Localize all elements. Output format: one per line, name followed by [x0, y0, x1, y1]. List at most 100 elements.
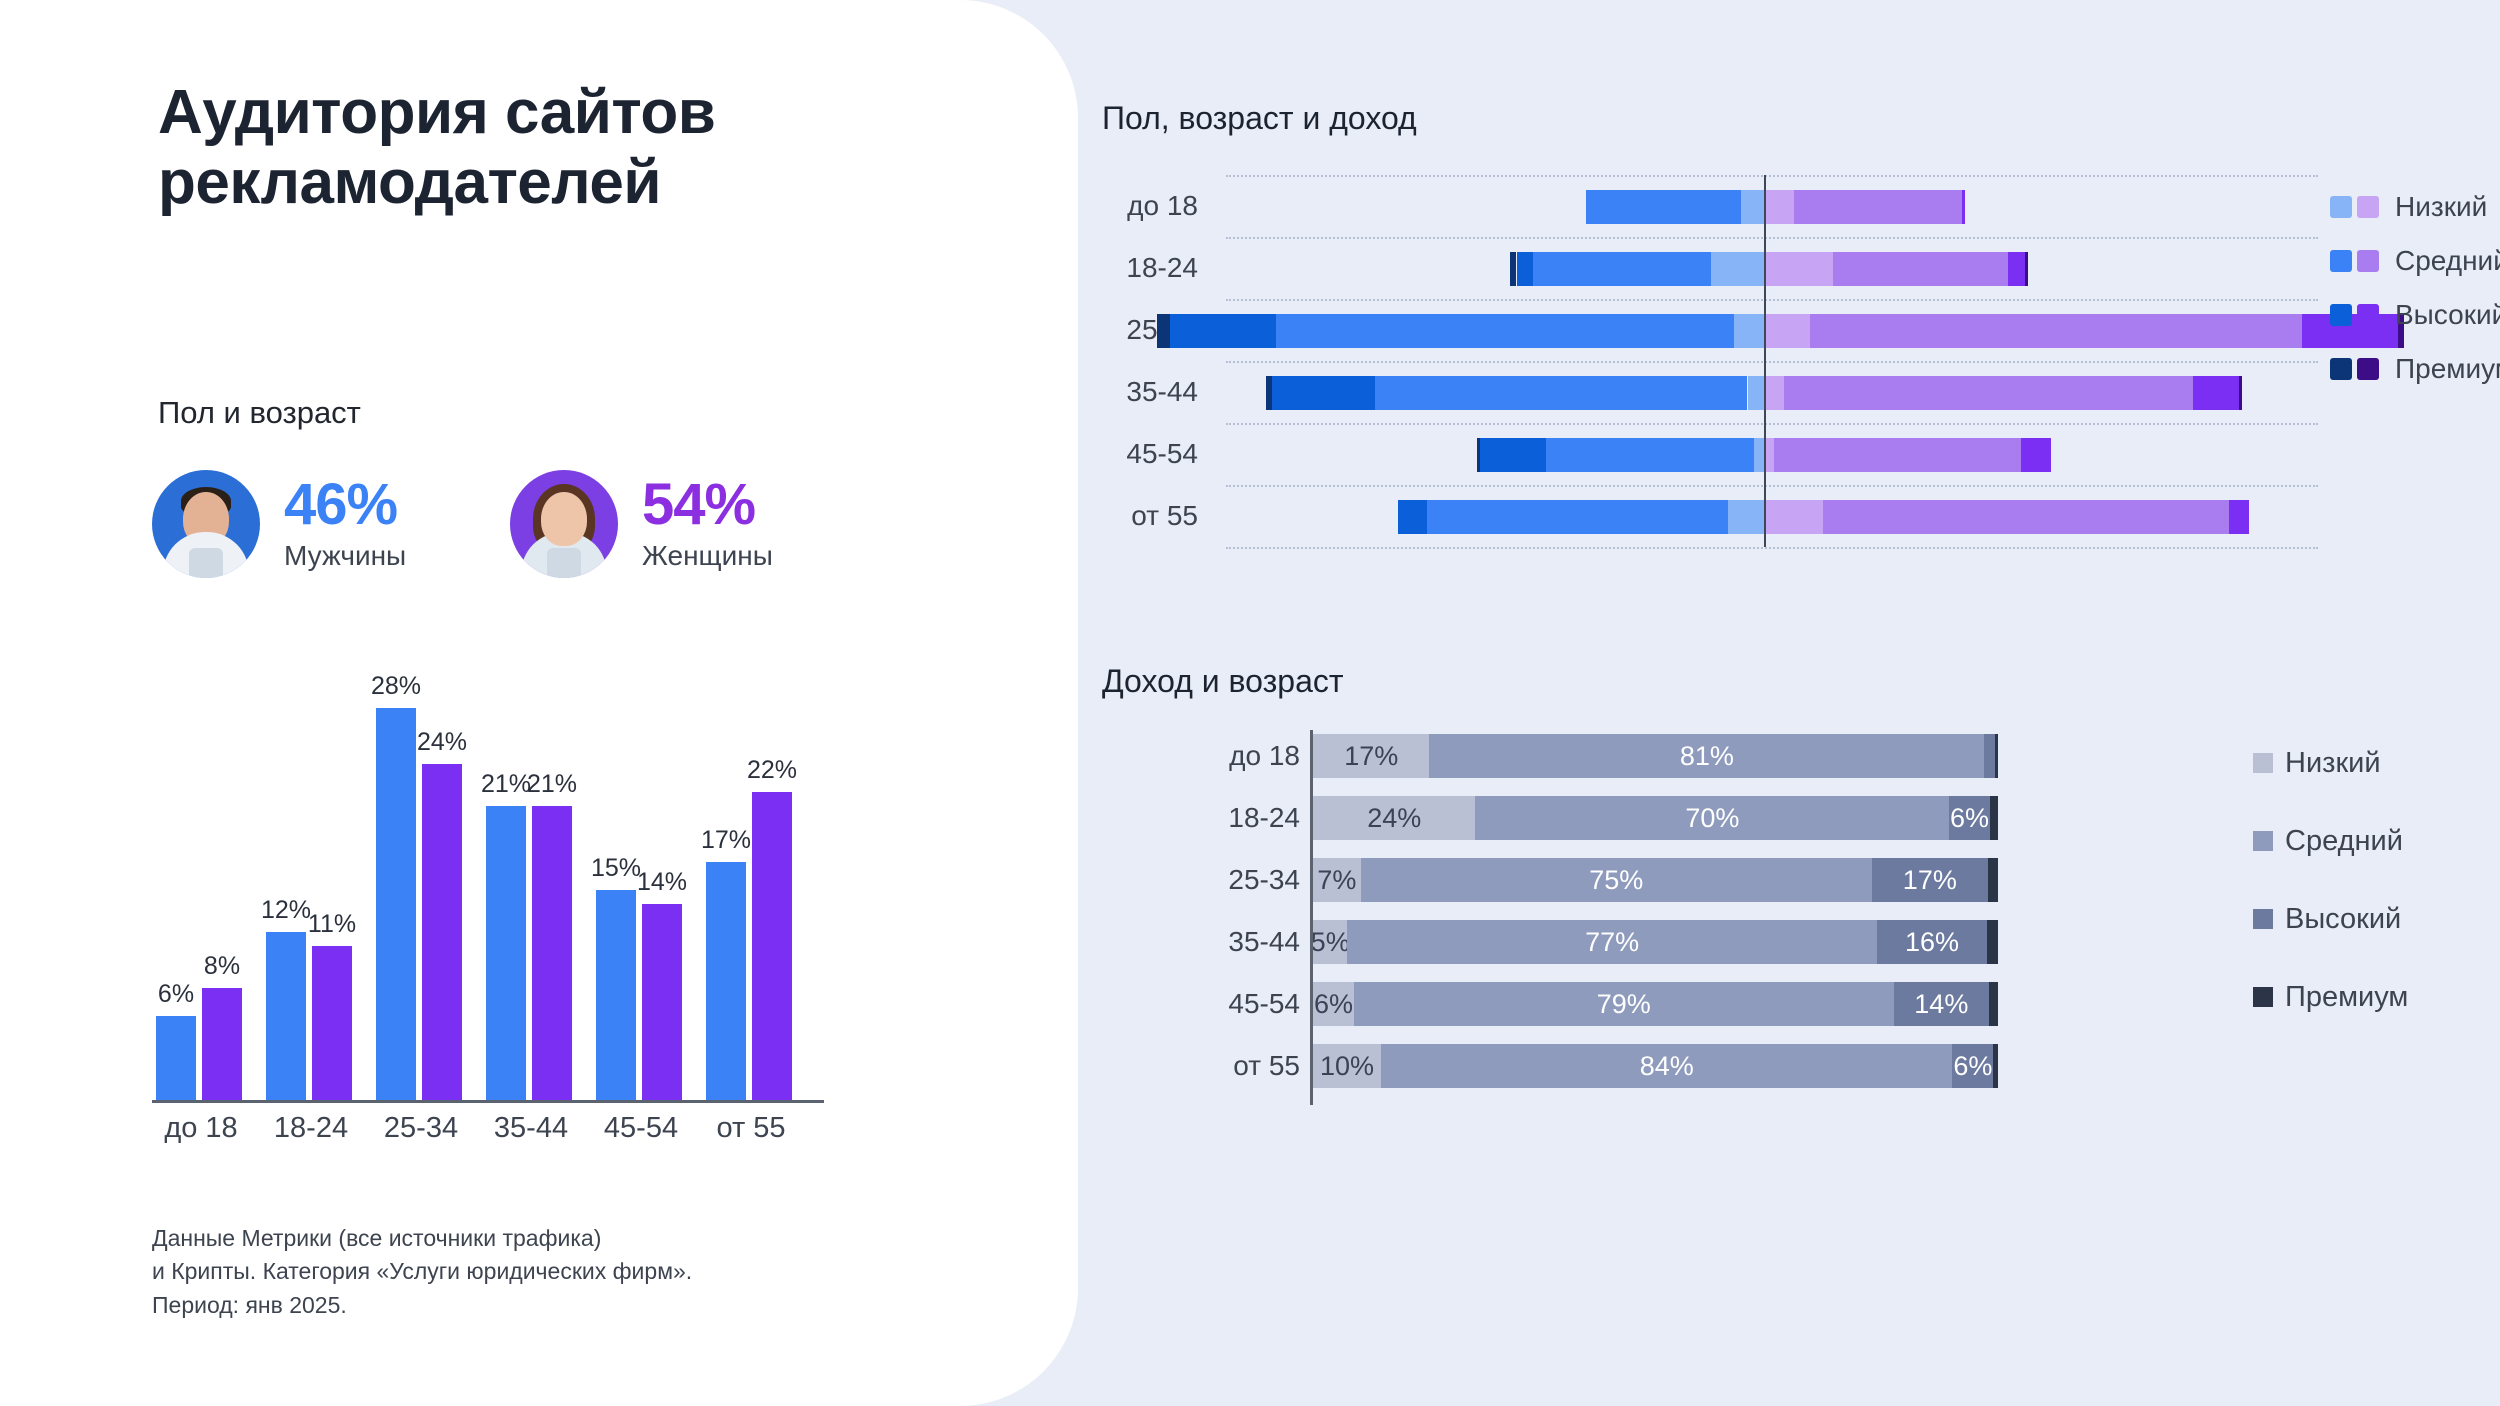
income-segment-value: 75% — [1589, 864, 1644, 895]
bar-chart-x-axis — [152, 1100, 824, 1103]
income-segment-средний: 81% — [1429, 734, 1985, 778]
bar-value-label: 21% — [526, 770, 578, 798]
bar-female: 21% — [527, 770, 577, 1100]
gender-age-section-label: Пол и возраст — [158, 395, 361, 430]
income-row: до 18 17% 81% — [1158, 730, 2338, 782]
gender-age-bar-chart: 6% 8% 12% 11% 28% 24% 21% 21% 15% 14% 17% 22% до 18… — [152, 672, 832, 1150]
bar-group: 6% 8% — [152, 680, 250, 1100]
pyramid-chart-title: Пол, возраст и доход — [1102, 100, 1417, 136]
gender-female-percent: 54% — [642, 472, 756, 537]
income-segment-value: 70% — [1685, 802, 1740, 833]
pyramid-segment-female-средний — [1833, 252, 2009, 286]
legend-item: Премиум — [2330, 352, 2500, 386]
legend-swatch-female — [2357, 304, 2379, 326]
pyramid-segment-male-средний — [1427, 500, 1728, 534]
pyramid-row-track — [1226, 485, 2318, 547]
pyramid-segment-female-средний — [1773, 438, 2022, 472]
pyramid-segment-female-средний — [1810, 314, 2302, 348]
pyramid-gridline — [1226, 237, 2318, 239]
x-tick-label: до 18 — [164, 1112, 238, 1144]
pyramid-segment-female-премиум — [2239, 376, 2243, 410]
bar-female: 8% — [202, 952, 242, 1100]
income-row: 45-54 6% 79% 14% — [1158, 978, 2338, 1030]
bar-group: 17% 22% — [701, 680, 800, 1100]
income-row-track: 5% 77% 16% — [1313, 920, 1998, 964]
bar-male: 6% — [156, 980, 196, 1100]
income-row-track: 17% 81% — [1313, 734, 1998, 778]
income-segment-value: 17% — [1344, 740, 1399, 771]
pyramid-segment-male-высокий — [1480, 438, 1547, 472]
legend-item: Высокий — [2330, 298, 2500, 332]
income-segment-средний: 70% — [1475, 796, 1950, 840]
bar-value-label: 8% — [203, 952, 241, 980]
legend-swatch-male — [2330, 196, 2352, 218]
income-segment-высокий: 6% — [1952, 1044, 1994, 1088]
pyramid-segment-female-низкий — [1764, 376, 1784, 410]
legend-label: Средний — [2285, 824, 2403, 857]
bar-value-label: 11% — [307, 910, 357, 938]
pyramid-row-track — [1226, 237, 2318, 299]
income-row-label: 25-34 — [1228, 864, 1300, 895]
income-row-track: 7% 75% 17% — [1313, 858, 1998, 902]
pyramid-chart-legend: Низкий Средний Высокий Премиум — [2330, 190, 2500, 406]
pyramid-row-track — [1226, 175, 2318, 237]
income-row-label: 35-44 — [1228, 926, 1300, 957]
income-row-label: 45-54 — [1228, 988, 1300, 1019]
bar-male: 21% — [481, 770, 531, 1100]
pyramid-segment-male-премиум — [1156, 314, 1170, 348]
pyramid-segment-female-средний — [1793, 190, 1962, 224]
income-row-track: 24% 70% 6% — [1313, 796, 1998, 840]
pyramid-segment-female-премиум — [2397, 314, 2405, 348]
pyramid-segment-male-средний — [1533, 252, 1712, 286]
income-segment-средний: 77% — [1347, 920, 1877, 964]
income-row: 25-34 7% 75% 17% — [1158, 854, 2338, 906]
pyramid-segment-female-средний — [1823, 500, 2230, 534]
pyramid-gridline — [1226, 485, 2318, 487]
avatar-male — [152, 470, 260, 578]
pyramid-segment-male-низкий — [1740, 190, 1764, 224]
income-row-label: до 18 — [1229, 740, 1300, 771]
income-chart-title: Доход и возраст — [1102, 663, 1344, 699]
bar-group: 28% 24% — [371, 672, 470, 1100]
legend-label: Премиум — [2395, 353, 2500, 384]
income-segment-премиум — [1986, 920, 1998, 964]
legend-swatch-male — [2330, 358, 2352, 380]
pyramid-segment-female-высокий — [2008, 252, 2025, 286]
income-segment-value: 17% — [1902, 864, 1957, 895]
bar-male: 12% — [261, 896, 311, 1100]
income-segment-value: 79% — [1596, 988, 1651, 1019]
pyramid-row-label: 18-24 — [1126, 252, 1198, 283]
bar-value-label: 14% — [636, 868, 688, 896]
pyramid-segment-male-низкий — [1734, 314, 1764, 348]
income-segment-value: 6% — [1953, 1050, 1993, 1081]
pyramid-gridline — [1226, 361, 2318, 363]
pyramid-segment-male-низкий — [1754, 438, 1764, 472]
income-segment-высокий: 16% — [1876, 920, 1987, 964]
pyramid-segment-male-высокий — [1272, 376, 1375, 410]
pyramid-segment-male-средний — [1275, 314, 1735, 348]
pyramid-gridline — [1226, 423, 2318, 425]
pyramid-row: до 18 — [1078, 175, 2318, 237]
legend-label: Премиум — [2285, 980, 2409, 1013]
legend-swatch — [2253, 753, 2273, 773]
pyramid-row: 18-24 — [1078, 237, 2318, 299]
page-title: Аудитория сайтов рекламодателей — [158, 78, 716, 218]
bar-chart-x-tick-labels: до 18 18-24 25-34 35-44 45-54 от 55 — [152, 1112, 832, 1158]
pyramid-row: 45-54 — [1078, 423, 2318, 485]
pyramid-row-track — [1226, 423, 2318, 485]
pyramid-gridline — [1226, 547, 2318, 549]
pyramid-segment-female-низкий — [1764, 438, 1774, 472]
pyramid-segment-female-высокий — [2229, 500, 2250, 534]
bar-value-label: 6% — [157, 980, 195, 1008]
pyramid-segment-female-высокий — [1962, 190, 1966, 224]
income-segment-высокий — [1984, 734, 1995, 778]
income-chart-legend: Низкий Средний Высокий Премиум — [2253, 745, 2473, 1057]
footnote: Данные Метрики (все источники трафика) и… — [152, 1225, 693, 1318]
pyramid-segment-male-премиум — [1265, 376, 1273, 410]
income-segment-value: 81% — [1679, 740, 1734, 771]
avatar-female — [510, 470, 618, 578]
bar-male: 17% — [701, 826, 751, 1100]
income-segment-низкий: 17% — [1313, 734, 1430, 778]
bar-female: 24% — [417, 728, 467, 1100]
bar-female: 14% — [637, 868, 687, 1100]
